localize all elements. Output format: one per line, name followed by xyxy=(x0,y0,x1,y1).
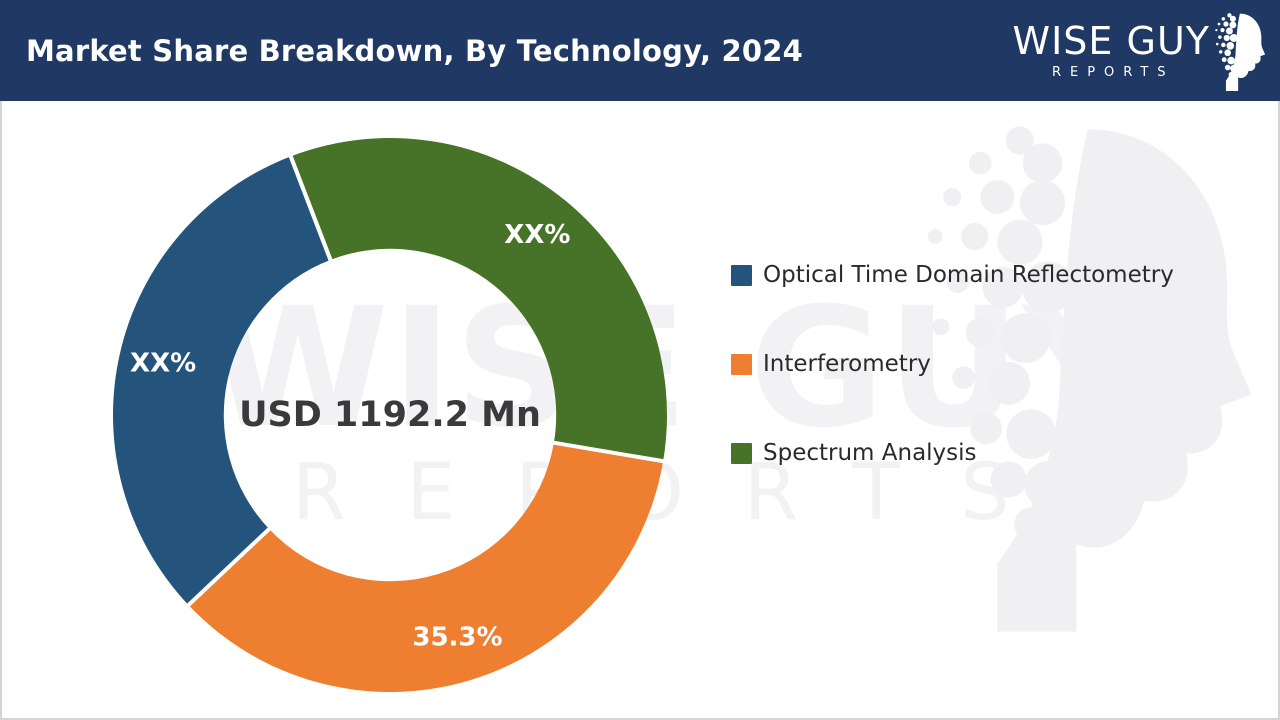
legend-swatch-blue-icon xyxy=(731,264,752,286)
page-title: Market Share Breakdown, By Technology, 2… xyxy=(26,33,804,68)
header-bar: Market Share Breakdown, By Technology, 2… xyxy=(0,0,1280,101)
slice-divider xyxy=(552,440,666,464)
logo-face-icon xyxy=(1212,11,1266,91)
logo-text: WISE GUY REPORTS xyxy=(1013,22,1210,79)
legend-label: Spectrum Analysis xyxy=(763,440,977,466)
legend-label: Interferometry xyxy=(763,351,931,377)
slice-percentage-label: XX% xyxy=(130,348,196,378)
legend-item-otdr: Optical Time Domain Reflectometry xyxy=(731,261,1174,289)
slice-percentage-label: XX% xyxy=(504,220,570,250)
pie-slice xyxy=(113,156,331,606)
slice-percentage-label: 35.3% xyxy=(412,623,502,653)
slice-divider xyxy=(288,153,333,262)
chart-center-value: USD 1192.2 Mn xyxy=(239,395,541,435)
legend-item-interferometry: Interferometry xyxy=(731,350,1174,378)
legend-swatch-green-icon xyxy=(731,442,752,464)
legend-item-spectrum-analysis: Spectrum Analysis xyxy=(731,439,1174,467)
chart-legend: Optical Time Domain Reflectometry Interf… xyxy=(731,261,1174,467)
wise-guy-reports-logo: WISE GUY REPORTS xyxy=(1013,11,1266,91)
pie-slice xyxy=(188,442,664,692)
logo-wise-guy: WISE GUY xyxy=(1012,19,1210,63)
logo-reports: REPORTS xyxy=(1051,65,1175,80)
pie-slice xyxy=(290,138,667,462)
slice-divider xyxy=(185,526,272,608)
legend-label: Optical Time Domain Reflectometry xyxy=(763,262,1174,288)
legend-swatch-orange-icon xyxy=(731,353,752,375)
